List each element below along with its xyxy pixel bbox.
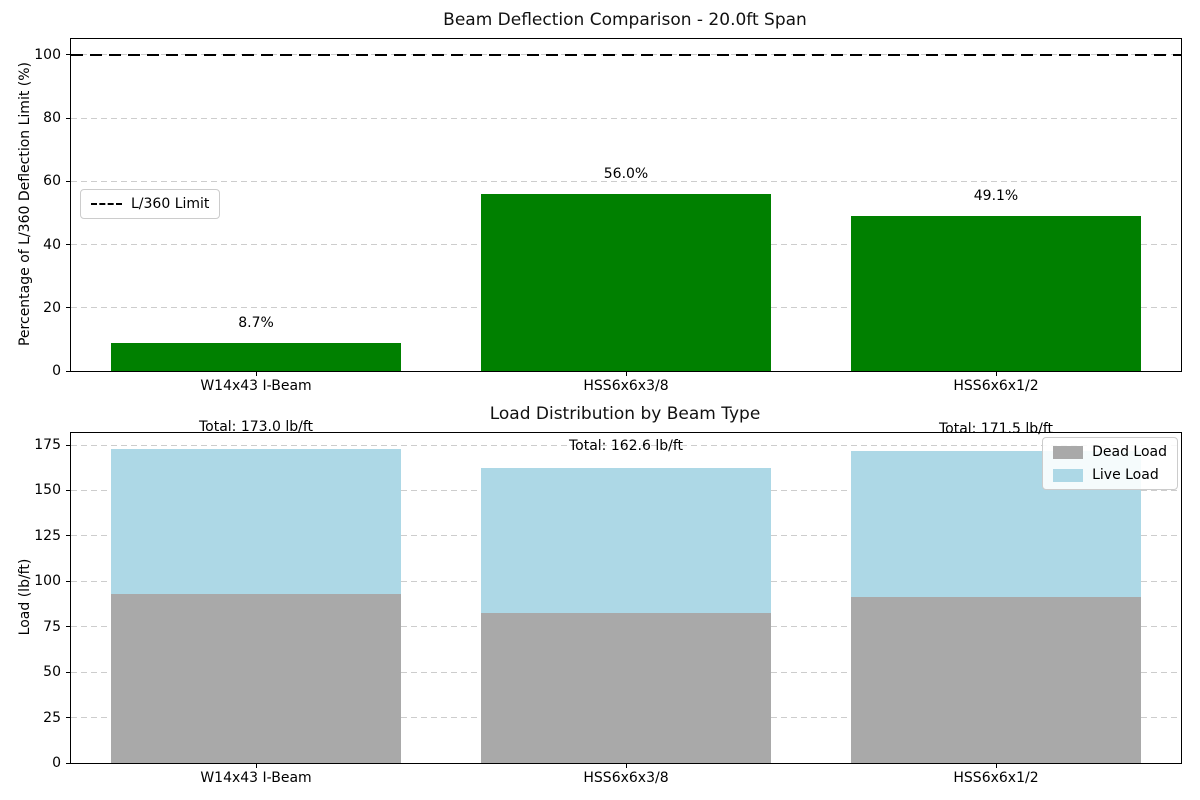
y-tick-mark xyxy=(66,762,71,764)
y-tick-label: 125 xyxy=(34,527,61,544)
legend-label: L/360 Limit xyxy=(131,196,210,212)
live-load-legend-swatch xyxy=(1053,468,1084,482)
y-tick-label: 100 xyxy=(34,46,61,63)
y-tick-mark xyxy=(66,717,71,719)
legend-item-l360-limit: L/360 Limit xyxy=(91,196,209,212)
y-tick-label: 25 xyxy=(43,709,61,726)
bar-value-label: 8.7% xyxy=(238,315,274,332)
y-tick-mark xyxy=(66,535,71,537)
dead-load-bar xyxy=(850,596,1141,763)
y-tick-mark xyxy=(66,489,71,491)
x-category-label: W14x43 I-Beam xyxy=(200,378,312,394)
bar-value-label: 49.1% xyxy=(973,187,1019,204)
live-load-bar xyxy=(480,467,771,613)
y-tick-mark xyxy=(66,307,71,309)
y-tick-label: 60 xyxy=(43,173,61,190)
live-load-bar xyxy=(110,448,401,595)
y-tick-mark xyxy=(66,180,71,182)
x-tick-mark xyxy=(995,763,997,768)
total-label: Total: 171.5 lb/ft xyxy=(938,421,1054,438)
legend-label: Dead Load xyxy=(1092,444,1167,460)
y-tick-label: 50 xyxy=(43,664,61,681)
dead-load-bar xyxy=(480,612,771,763)
y-tick-mark xyxy=(66,54,71,56)
deflection-chart-title: Beam Deflection Comparison - 20.0ft Span xyxy=(443,10,807,30)
x-tick-mark xyxy=(625,763,627,768)
gridline xyxy=(71,444,1181,446)
value-bar xyxy=(480,193,771,371)
gridline xyxy=(71,117,1181,119)
dead-load-bar xyxy=(110,594,401,763)
y-tick-mark xyxy=(66,244,71,246)
y-tick-mark xyxy=(66,117,71,119)
y-tick-label: 40 xyxy=(43,236,61,253)
x-tick-mark xyxy=(255,763,257,768)
x-category-label: HSS6x6x3/8 xyxy=(583,770,669,786)
x-tick-mark xyxy=(625,371,627,376)
legend-item-dead-load: Dead Load xyxy=(1053,444,1167,460)
y-tick-label: 0 xyxy=(52,363,61,379)
y-tick-label: 100 xyxy=(34,573,61,590)
x-category-label: HSS6x6x1/2 xyxy=(953,378,1039,394)
y-tick-label: 175 xyxy=(34,437,61,454)
load-plot-area: Dead Load Live Load 0 25 50 75 100 125 150 175 W… xyxy=(34,419,1182,786)
x-tick-mark xyxy=(255,371,257,376)
dead-load-legend-swatch xyxy=(1053,445,1084,459)
total-label: Total: 162.6 lb/ft xyxy=(568,437,684,454)
value-bar xyxy=(850,215,1141,371)
y-tick-mark xyxy=(66,444,71,446)
deflection-plot-area: L/360 Limit 0 20 40 60 80 100 W14x43 I-Beam 8.7… xyxy=(34,38,1182,394)
y-tick-mark xyxy=(66,580,71,582)
load-legend: Dead Load Live Load xyxy=(1042,437,1178,490)
value-bar xyxy=(110,343,401,371)
dashed-line-legend-swatch xyxy=(91,203,122,205)
x-tick-mark xyxy=(995,371,997,376)
bar-value-label: 56.0% xyxy=(603,165,649,182)
deflection-y-axis-label: Percentage of L/360 Deflection Limit (%) xyxy=(17,61,33,347)
y-tick-mark xyxy=(66,626,71,628)
y-tick-label: 80 xyxy=(43,110,61,127)
x-category-label: HSS6x6x3/8 xyxy=(583,378,669,394)
legend-item-live-load: Live Load xyxy=(1053,467,1167,483)
reference-line xyxy=(71,53,1181,56)
y-tick-label: 0 xyxy=(52,755,61,771)
load-chart-title: Load Distribution by Beam Type xyxy=(489,404,761,424)
total-label: Total: 173.0 lb/ft xyxy=(198,418,314,435)
y-tick-label: 20 xyxy=(43,299,61,316)
y-tick-label: 75 xyxy=(43,618,61,635)
load-y-axis-label: Load (lb/ft) xyxy=(17,558,33,636)
gridline xyxy=(71,180,1181,182)
legend-label: Live Load xyxy=(1092,467,1159,483)
y-tick-mark xyxy=(66,671,71,673)
y-tick-label: 150 xyxy=(34,482,61,499)
y-tick-mark xyxy=(66,370,71,372)
x-category-label: W14x43 I-Beam xyxy=(200,770,312,786)
deflection-legend: L/360 Limit xyxy=(80,189,221,219)
x-category-label: HSS6x6x1/2 xyxy=(953,770,1039,786)
